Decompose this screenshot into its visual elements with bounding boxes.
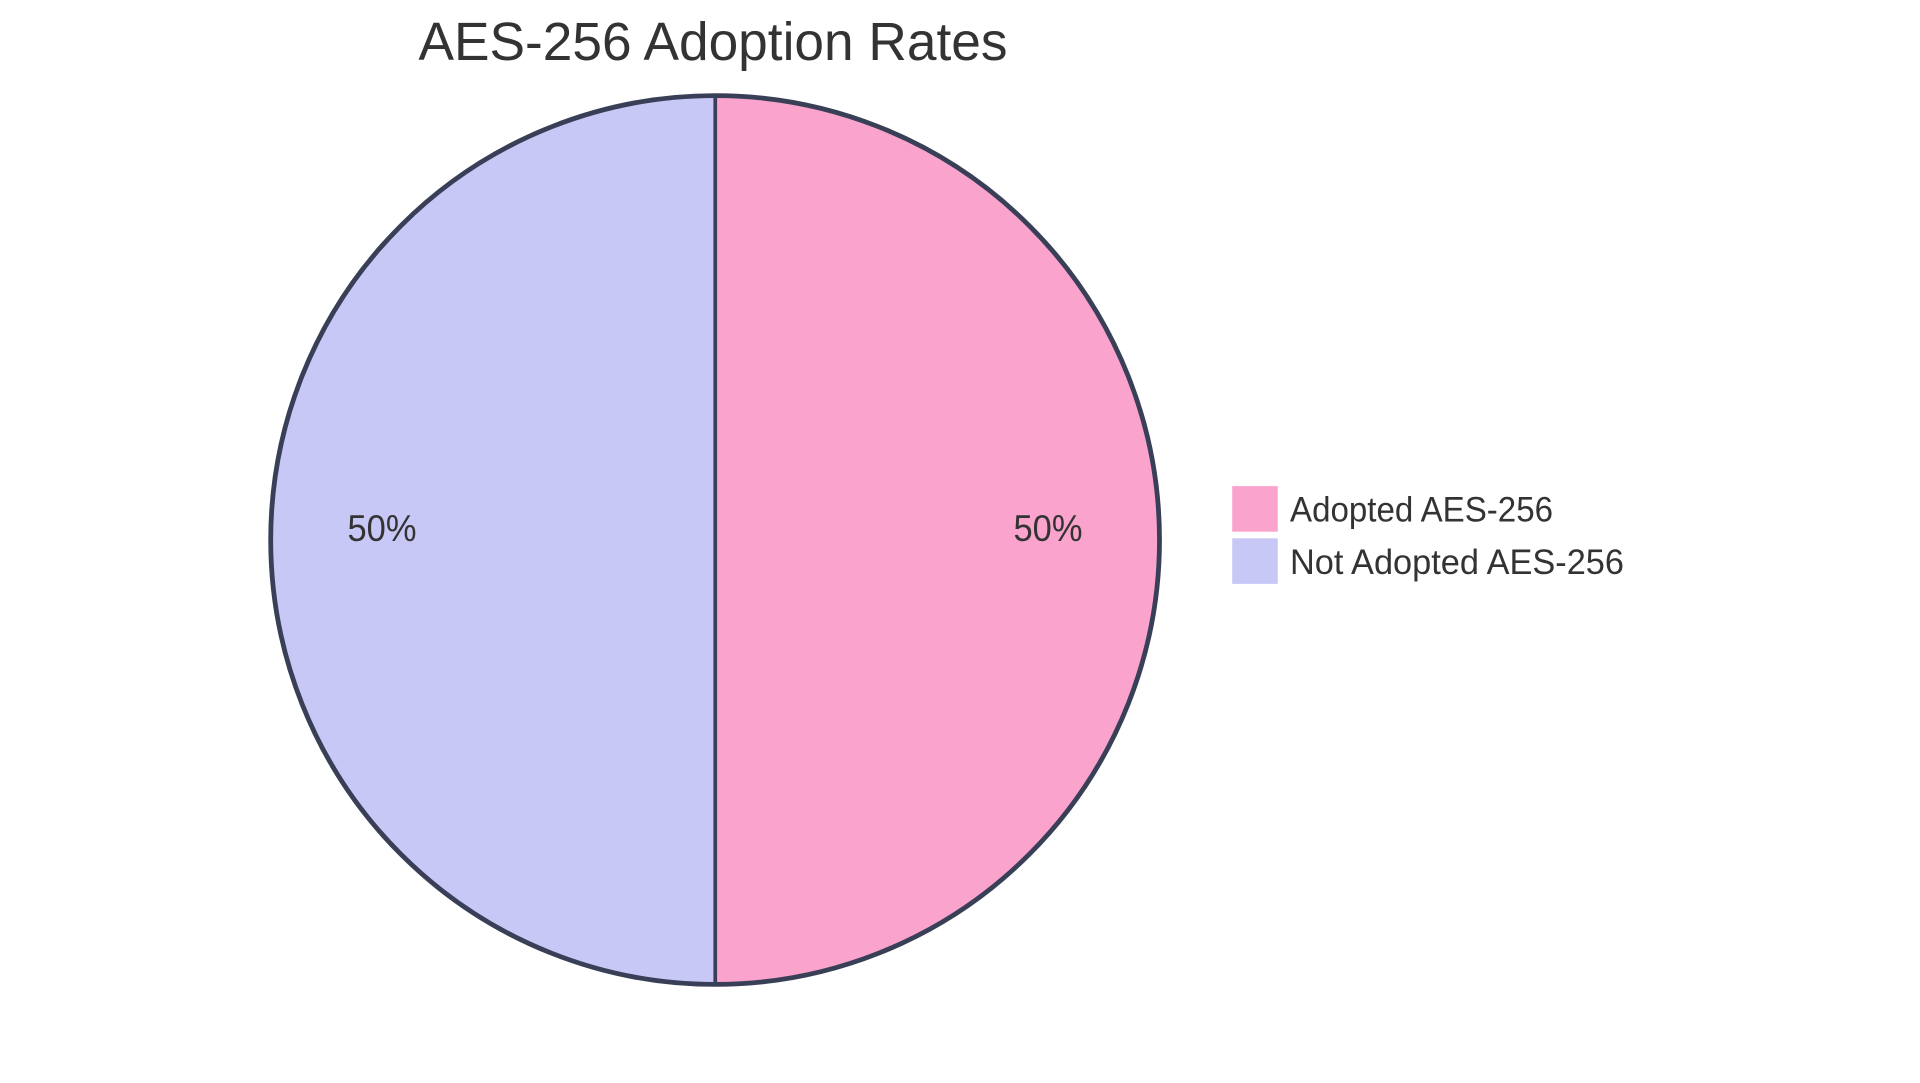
- svg-text:Adopted AES-256: Adopted AES-256: [1290, 490, 1553, 529]
- svg-text:50%: 50%: [1014, 508, 1083, 549]
- svg-text:AES-256 Adoption Rates: AES-256 Adoption Rates: [419, 12, 1008, 72]
- svg-text:50%: 50%: [348, 508, 417, 549]
- svg-text:Not Adopted AES-256: Not Adopted AES-256: [1290, 543, 1624, 582]
